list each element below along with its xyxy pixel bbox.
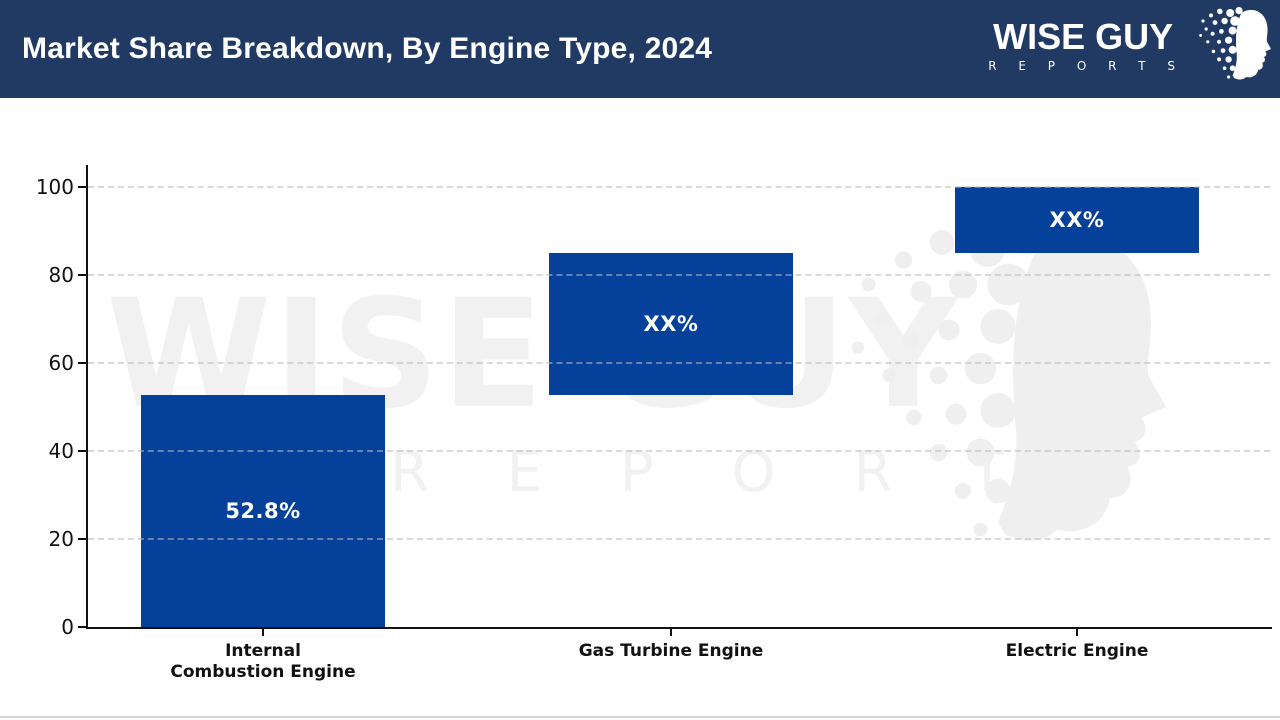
- brand-logo: WISE GUY R E P O R T S: [988, 0, 1272, 98]
- y-axis-spine: [86, 165, 88, 627]
- y-tick-mark: [78, 626, 88, 628]
- brand-text: WISE GUY R E P O R T S: [982, 16, 1184, 74]
- brand-wordmark: WISE GUY: [993, 16, 1174, 57]
- y-tick-label: 80: [48, 263, 74, 287]
- x-tick-mark: [670, 629, 672, 636]
- bar-value-label: XX%: [1049, 208, 1105, 232]
- gridline: [88, 186, 1270, 188]
- y-tick-mark: [78, 362, 88, 364]
- x-axis-label-line: Gas Turbine Engine: [578, 641, 764, 661]
- bottom-divider: [0, 716, 1280, 718]
- dot-face-profile-icon: [1199, 7, 1271, 80]
- x-tick-mark: [1076, 629, 1078, 636]
- y-axis-labels: 0 20 40 60 80 100: [26, 175, 74, 639]
- y-tick-label: 60: [48, 351, 74, 375]
- x-tick-mark: [262, 629, 264, 636]
- y-tick-label: 40: [48, 439, 74, 463]
- gridline: [88, 274, 1270, 276]
- y-tick-mark: [78, 274, 88, 276]
- y-tick-label: 20: [48, 527, 74, 551]
- y-tick-mark: [78, 538, 88, 540]
- chart-region: WISE GUY R E P O R T S 0 20 40 60 80 100 52.8…: [0, 98, 1280, 720]
- header: Market Share Breakdown, By Engine Type, …: [0, 0, 1280, 98]
- page-title: Market Share Breakdown, By Engine Type, …: [22, 32, 713, 65]
- x-axis-label-line: Internal: [225, 641, 301, 661]
- y-tick-mark: [78, 186, 88, 188]
- x-axis-spine: [86, 627, 1272, 629]
- x-axis-label-internal-combustion: Internal Combustion Engine: [103, 641, 423, 683]
- bar-internal-combustion-engine: 52.8%: [141, 394, 385, 627]
- y-tick-mark: [78, 450, 88, 452]
- y-tick-label: 0: [61, 615, 74, 639]
- bar-value-label: 52.8%: [225, 498, 301, 523]
- y-tick-label: 100: [35, 175, 74, 199]
- plot-area: 52.8% XX% XX%: [78, 186, 1270, 628]
- x-axis-label-electric: Electric Engine: [917, 641, 1237, 662]
- x-axis-label-gas-turbine: Gas Turbine Engine: [511, 641, 831, 662]
- bar-value-label: XX%: [643, 311, 699, 336]
- bar-gas-turbine-engine: XX%: [549, 253, 793, 395]
- brand-subtext: R E P O R T S: [988, 59, 1184, 73]
- gridline: [88, 362, 1270, 364]
- gridline: [88, 538, 1270, 540]
- gridline: [88, 450, 1270, 452]
- bar-electric-engine: XX%: [955, 187, 1199, 253]
- x-axis-label-line: Electric Engine: [1005, 641, 1149, 661]
- x-axis-label-line: Combustion Engine: [170, 662, 356, 682]
